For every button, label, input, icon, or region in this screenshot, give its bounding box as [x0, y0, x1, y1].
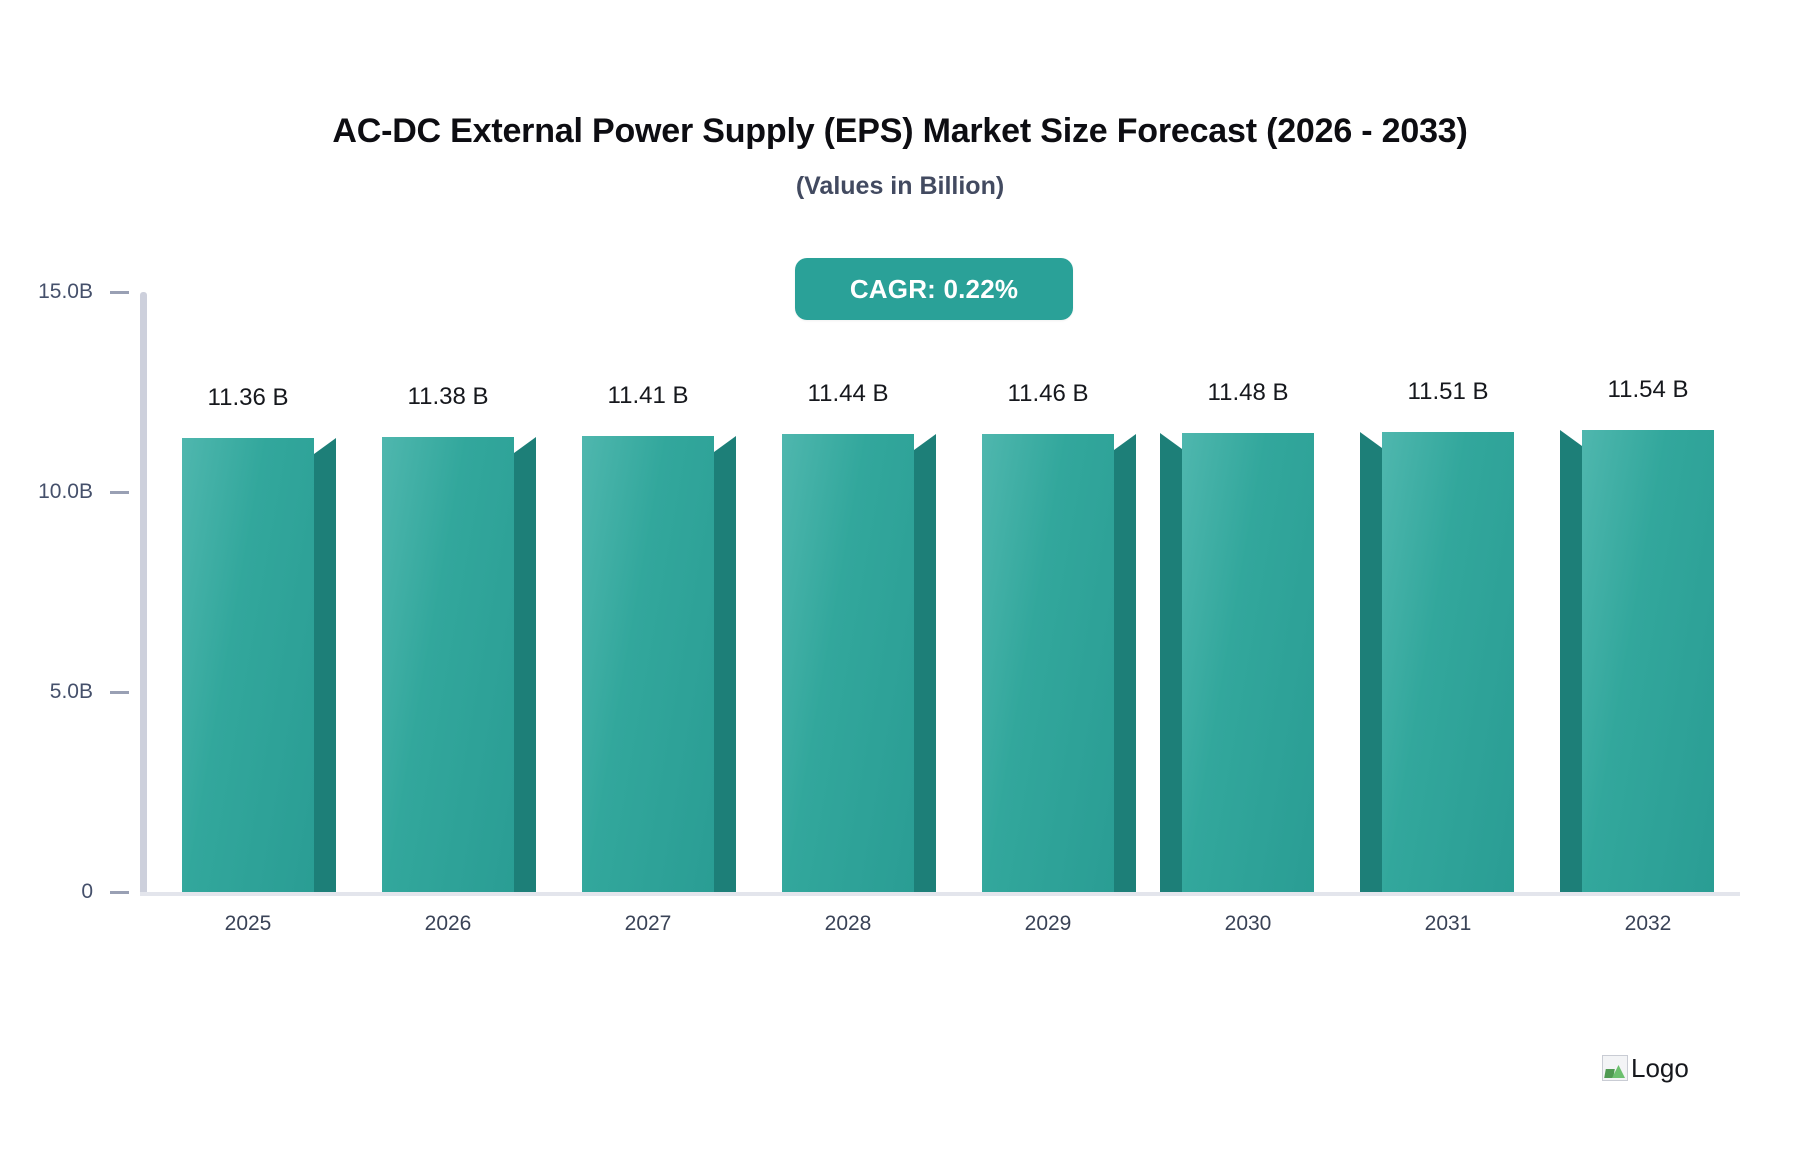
bar[interactable]: 11.51 B 2031 [1360, 378, 1514, 935]
y-axis-tick-mark [110, 290, 129, 294]
plot-area: 0 5.0B 10.0B 15.0B 11.36 B 2025 11.38 B 2026 11… [38, 280, 1740, 935]
bar-side-face [914, 450, 936, 892]
bar-value-label: 11.41 B [607, 381, 689, 409]
bar-front-face [982, 433, 1114, 892]
bar-side-face [1114, 449, 1136, 892]
bar-series: 11.36 B 2025 11.38 B 2026 11.41 B 2027 11.44 B… [140, 292, 1740, 935]
bar-top-face [1360, 431, 1382, 448]
bar-side-face [514, 452, 536, 892]
broken-image-icon [1602, 1055, 1628, 1081]
bar-front-face [1582, 430, 1714, 892]
chart-title: AC-DC External Power Supply (EPS) Market… [332, 112, 1468, 150]
bar-side-face [1160, 448, 1182, 892]
x-axis-tick-label: 2031 [1424, 912, 1472, 935]
bar-top-face [914, 434, 936, 451]
y-axis-tick-mark [110, 490, 129, 494]
bar-side-face [1360, 447, 1382, 892]
bar[interactable]: 11.54 B 2032 [1560, 376, 1714, 935]
x-axis-tick-label: 2026 [424, 912, 472, 935]
bar-value-label: 11.54 B [1607, 376, 1689, 404]
x-axis-tick-label: 2029 [1024, 912, 1072, 935]
bar-top-face [1114, 433, 1136, 450]
y-axis-tick-label: 15.0B [38, 280, 93, 303]
bar-side-face [1560, 446, 1582, 892]
x-axis-tick-label: 2028 [824, 912, 872, 935]
bar-value-label: 11.48 B [1207, 378, 1289, 406]
y-axis-tick-label: 5.0B [49, 680, 93, 703]
bar[interactable]: 11.36 B 2025 [182, 384, 336, 935]
y-axis-tick-label: 0 [81, 880, 93, 903]
x-axis-line [140, 892, 1740, 896]
x-axis-tick-label: 2030 [1224, 912, 1272, 935]
bar-top-face [514, 436, 536, 453]
bar-front-face [1182, 432, 1314, 892]
bar[interactable]: 11.41 B 2027 [582, 382, 736, 935]
y-axis-tick-mark [110, 690, 129, 694]
bar[interactable]: 11.38 B 2026 [382, 383, 536, 935]
bar-top-face [1160, 432, 1182, 449]
bar-front-face [382, 436, 514, 892]
bar-front-face [182, 437, 314, 892]
bar-value-label: 11.46 B [1007, 379, 1089, 407]
y-axis-tick-mark [110, 890, 129, 894]
bar-side-face [314, 453, 336, 892]
bar-front-face [782, 434, 914, 892]
bar-top-face [1560, 430, 1582, 447]
logo: Logo [1602, 1052, 1689, 1084]
y-axis-tick-label: 10.0B [38, 480, 93, 503]
cagr-badge: CAGR: 0.22% [795, 258, 1073, 320]
x-axis-tick-label: 2032 [1624, 912, 1672, 935]
bar-value-label: 11.38 B [407, 382, 489, 410]
y-axis-line [140, 292, 147, 896]
bar-top-face [314, 437, 336, 454]
x-axis-tick-label: 2027 [624, 912, 672, 935]
x-axis-tick-label: 2025 [224, 912, 272, 935]
bar-front-face [1382, 431, 1514, 892]
bar[interactable]: 11.48 B 2030 [1160, 379, 1314, 935]
bar-side-face [714, 451, 736, 892]
bar-front-face [582, 435, 714, 892]
bar-top-face [714, 435, 736, 452]
bar-value-label: 11.51 B [1407, 377, 1489, 405]
chart-subtitle: (Values in Billion) [795, 172, 1005, 200]
bar-value-label: 11.44 B [807, 380, 889, 408]
cagr-badge-label: CAGR: 0.22% [849, 273, 1019, 304]
logo-alt-text: Logo [1631, 1052, 1689, 1083]
bar[interactable]: 11.46 B 2029 [982, 380, 1136, 935]
bar[interactable]: 11.44 B 2028 [782, 380, 936, 935]
bar-value-label: 11.36 B [207, 383, 289, 411]
